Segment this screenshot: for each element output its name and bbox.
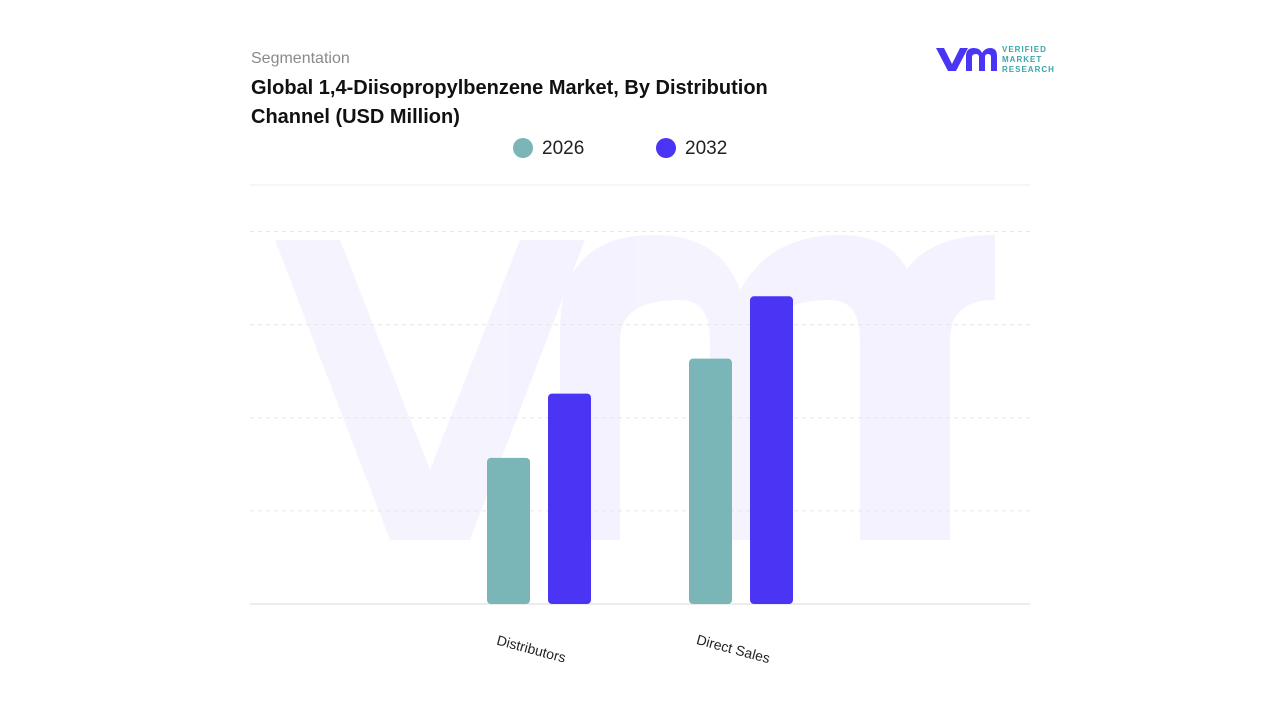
logo-mark (966, 48, 997, 71)
subtitle: Segmentation (251, 50, 350, 67)
legend-marker (513, 138, 533, 158)
logo: VERIFIED MARKET RESEARCH (936, 45, 1055, 74)
bar (750, 296, 793, 604)
legend-label: 2026 (542, 138, 584, 159)
logo-text: RESEARCH (1002, 65, 1055, 74)
logo-mark (936, 48, 968, 71)
bar (548, 393, 591, 604)
x-tick-label: Direct Sales (695, 631, 772, 666)
logo-text: VERIFIED (1002, 45, 1047, 54)
legend-label: 2032 (685, 138, 727, 159)
x-tick-label: Distributors (495, 632, 568, 666)
watermark (275, 235, 995, 540)
legend-marker (656, 138, 676, 158)
chart-title: Global 1,4-Diisopropylbenzene Market, By… (251, 77, 768, 128)
bar (487, 457, 530, 604)
logo-text: MARKET (1002, 55, 1042, 64)
bar (689, 358, 732, 604)
